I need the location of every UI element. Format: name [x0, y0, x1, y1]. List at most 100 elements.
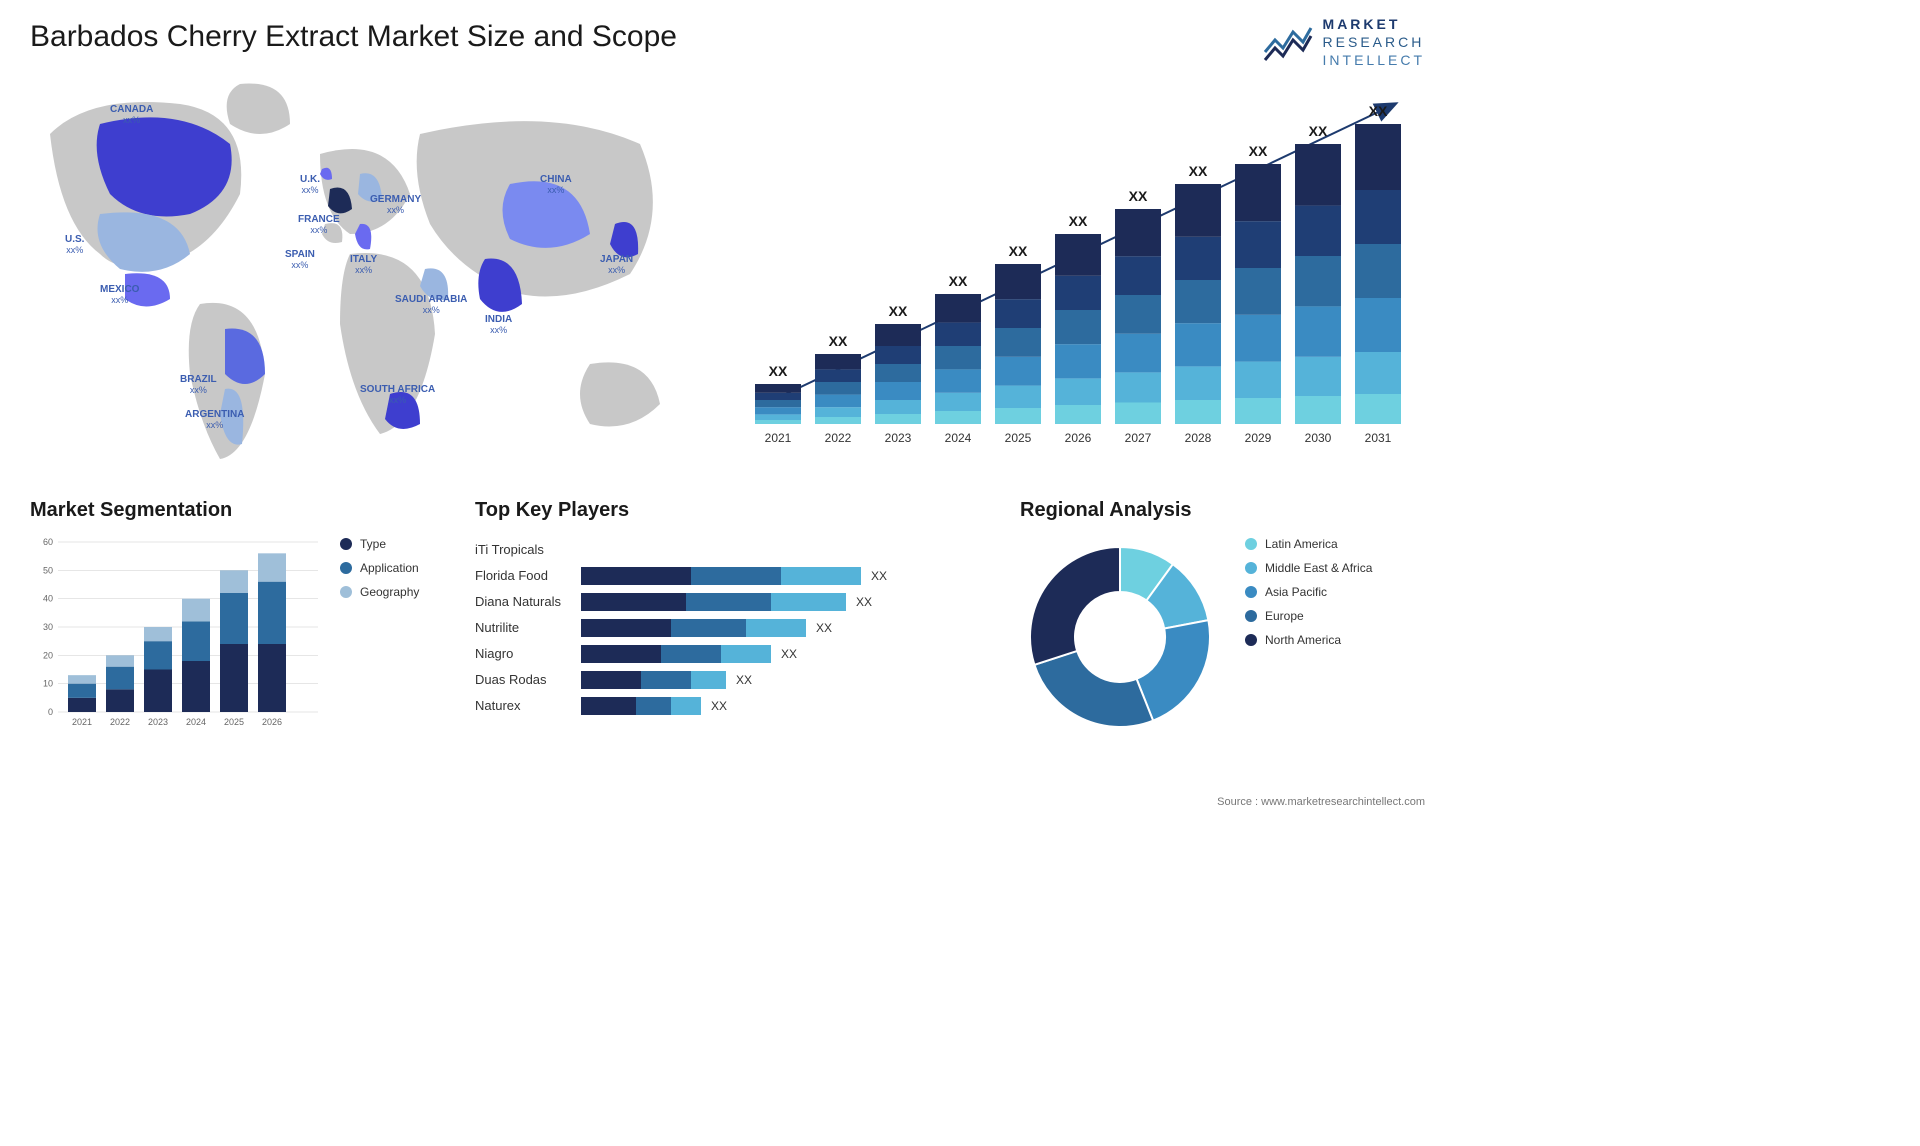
legend-label: Asia Pacific — [1265, 585, 1327, 599]
svg-text:2021: 2021 — [72, 717, 92, 727]
legend-swatch — [340, 586, 352, 598]
player-value: XX — [856, 595, 872, 609]
svg-text:XX: XX — [1369, 103, 1388, 119]
logo-icon — [1263, 22, 1313, 62]
map-label: GERMANYxx% — [370, 194, 421, 216]
player-name: Florida Food — [475, 563, 561, 589]
source-text: Source : www.marketresearchintellect.com — [1217, 796, 1425, 808]
map-label: SOUTH AFRICAxx% — [360, 384, 435, 406]
player-bar-row: XX — [581, 667, 887, 693]
svg-text:2027: 2027 — [1125, 431, 1152, 445]
legend-label: Application — [360, 561, 419, 575]
svg-text:XX: XX — [1249, 143, 1268, 159]
map-label: ITALYxx% — [350, 254, 377, 276]
players-bars-chart: XX XX XX XX XX XX — [581, 537, 887, 719]
legend-item: Latin America — [1245, 537, 1372, 551]
svg-text:XX: XX — [1129, 188, 1148, 204]
segmentation-panel: Market Segmentation 0 10 20 30 40 50 60 2021 202… — [30, 499, 440, 747]
map-label: ARGENTINAxx% — [185, 409, 244, 431]
world-map: CANADAxx% U.S.xx% MEXICOxx% BRAZILxx% ARGENT… — [30, 74, 715, 474]
legend-item: Middle East & Africa — [1245, 561, 1372, 575]
regional-panel: Regional Analysis Latin America Middle Ea… — [1020, 499, 1425, 747]
map-label: CHINAxx% — [540, 174, 572, 196]
legend-label: Type — [360, 537, 386, 551]
svg-text:2026: 2026 — [1065, 431, 1092, 445]
legend-swatch — [1245, 586, 1257, 598]
legend-label: Geography — [360, 585, 419, 599]
svg-text:0: 0 — [48, 707, 53, 717]
map-label: SAUDI ARABIAxx% — [395, 294, 467, 316]
regional-legend: Latin America Middle East & Africa Asia Pa… — [1245, 537, 1372, 657]
svg-text:2030: 2030 — [1305, 431, 1332, 445]
legend-item: North America — [1245, 633, 1372, 647]
player-value: XX — [711, 699, 727, 713]
map-label: CANADAxx% — [110, 104, 153, 126]
svg-text:2024: 2024 — [186, 717, 206, 727]
growth-bar-chart: XX2021XX2022XX2023XX2024XX2025XX2026XX20… — [745, 74, 1425, 474]
player-name: Diana Naturals — [475, 589, 561, 615]
svg-text:XX: XX — [1009, 243, 1028, 259]
segmentation-title: Market Segmentation — [30, 499, 440, 522]
legend-swatch — [340, 538, 352, 550]
legend-label: Europe — [1265, 609, 1304, 623]
svg-text:50: 50 — [43, 565, 53, 575]
map-label: MEXICOxx% — [100, 284, 139, 306]
map-label: FRANCExx% — [298, 214, 340, 236]
svg-text:XX: XX — [1189, 163, 1208, 179]
map-label: JAPANxx% — [600, 254, 633, 276]
legend-swatch — [1245, 634, 1257, 646]
svg-text:2021: 2021 — [765, 431, 792, 445]
legend-label: North America — [1265, 633, 1341, 647]
svg-text:2028: 2028 — [1185, 431, 1212, 445]
svg-text:20: 20 — [43, 650, 53, 660]
legend-swatch — [1245, 610, 1257, 622]
map-label: U.K.xx% — [300, 174, 320, 196]
svg-text:XX: XX — [1069, 213, 1088, 229]
svg-text:XX: XX — [1309, 123, 1328, 139]
svg-text:2025: 2025 — [1005, 431, 1032, 445]
svg-text:10: 10 — [43, 679, 53, 689]
svg-text:XX: XX — [829, 333, 848, 349]
players-panel: Top Key Players iTi TropicalsFlorida Foo… — [475, 499, 985, 747]
svg-text:40: 40 — [43, 594, 53, 604]
regional-donut — [1020, 537, 1220, 737]
player-name: iTi Tropicals — [475, 537, 561, 563]
player-name: Duas Rodas — [475, 667, 561, 693]
svg-text:2026: 2026 — [262, 717, 282, 727]
svg-text:30: 30 — [43, 622, 53, 632]
legend-item: Asia Pacific — [1245, 585, 1372, 599]
player-bar-row: XX — [581, 693, 887, 719]
player-value: XX — [816, 621, 832, 635]
growth-svg: XX2021XX2022XX2023XX2024XX2025XX2026XX20… — [745, 94, 1425, 474]
player-bar-row: XX — [581, 589, 887, 615]
legend-swatch — [1245, 562, 1257, 574]
regional-title: Regional Analysis — [1020, 499, 1425, 522]
player-name: Nutrilite — [475, 615, 561, 641]
legend-swatch — [340, 562, 352, 574]
svg-text:XX: XX — [889, 303, 908, 319]
svg-text:2029: 2029 — [1245, 431, 1272, 445]
legend-item: Type — [340, 537, 419, 551]
player-value: XX — [736, 673, 752, 687]
svg-text:2025: 2025 — [224, 717, 244, 727]
legend-swatch — [1245, 538, 1257, 550]
brand-logo: MARKET RESEARCH INTELLECT — [1263, 15, 1425, 70]
logo-text-1: MARKET — [1323, 15, 1425, 33]
map-label: U.S.xx% — [65, 234, 84, 256]
svg-text:60: 60 — [43, 537, 53, 547]
svg-text:2023: 2023 — [885, 431, 912, 445]
player-bar-row: XX — [581, 563, 887, 589]
svg-text:2024: 2024 — [945, 431, 972, 445]
map-label: INDIAxx% — [485, 314, 512, 336]
player-bar-row: XX — [581, 641, 887, 667]
svg-text:XX: XX — [769, 363, 788, 379]
svg-text:2022: 2022 — [110, 717, 130, 727]
legend-label: Latin America — [1265, 537, 1338, 551]
segmentation-chart: 0102030405060202120222023202420252026 — [30, 537, 320, 747]
player-name: Niagro — [475, 641, 561, 667]
map-label: BRAZILxx% — [180, 374, 217, 396]
player-name: Naturex — [475, 693, 561, 719]
segmentation-legend: Type Application Geography — [340, 537, 419, 747]
players-names: iTi TropicalsFlorida FoodDiana NaturalsN… — [475, 537, 561, 719]
map-label: SPAINxx% — [285, 249, 315, 271]
